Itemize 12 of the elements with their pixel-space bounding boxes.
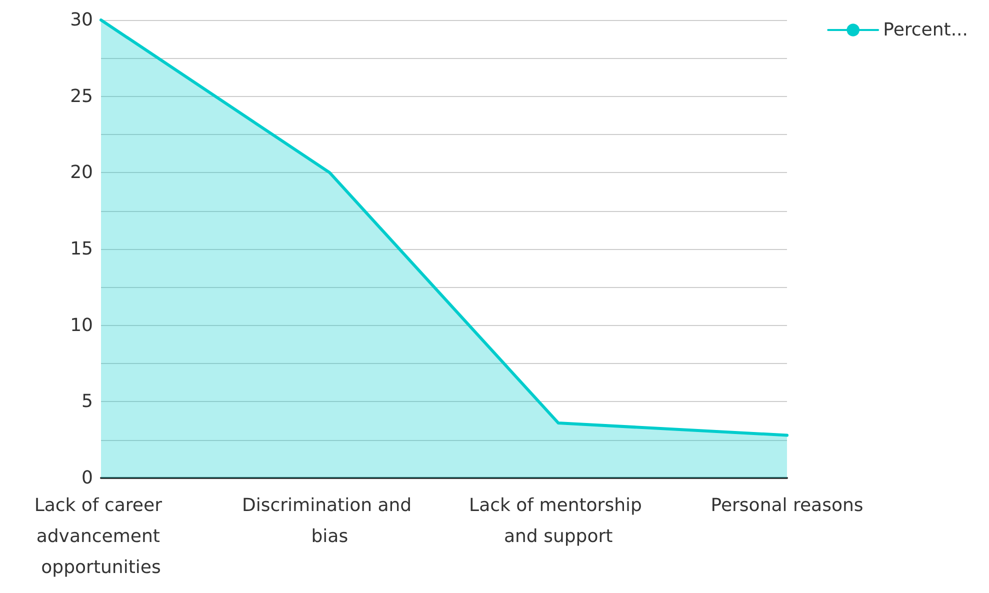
y-tick-label: 15: [70, 238, 93, 260]
y-tick-label: 30: [70, 10, 93, 30]
x-tick-label: Lack of mentorship and support: [469, 495, 648, 547]
y-tick-label: 25: [70, 86, 93, 107]
x-tick-label: Discrimination and bias: [242, 495, 418, 547]
y-tick-label: 10: [70, 314, 93, 336]
legend-label: Percent...: [883, 20, 968, 40]
y-tick-label: 0: [82, 468, 93, 488]
x-tick-label: Personal reasons: [710, 495, 864, 516]
y-tick-label: 5: [82, 391, 93, 412]
y-tick-label: 20: [70, 162, 93, 184]
x-tick-label: Lack of career advancement opportunities: [34, 495, 168, 578]
